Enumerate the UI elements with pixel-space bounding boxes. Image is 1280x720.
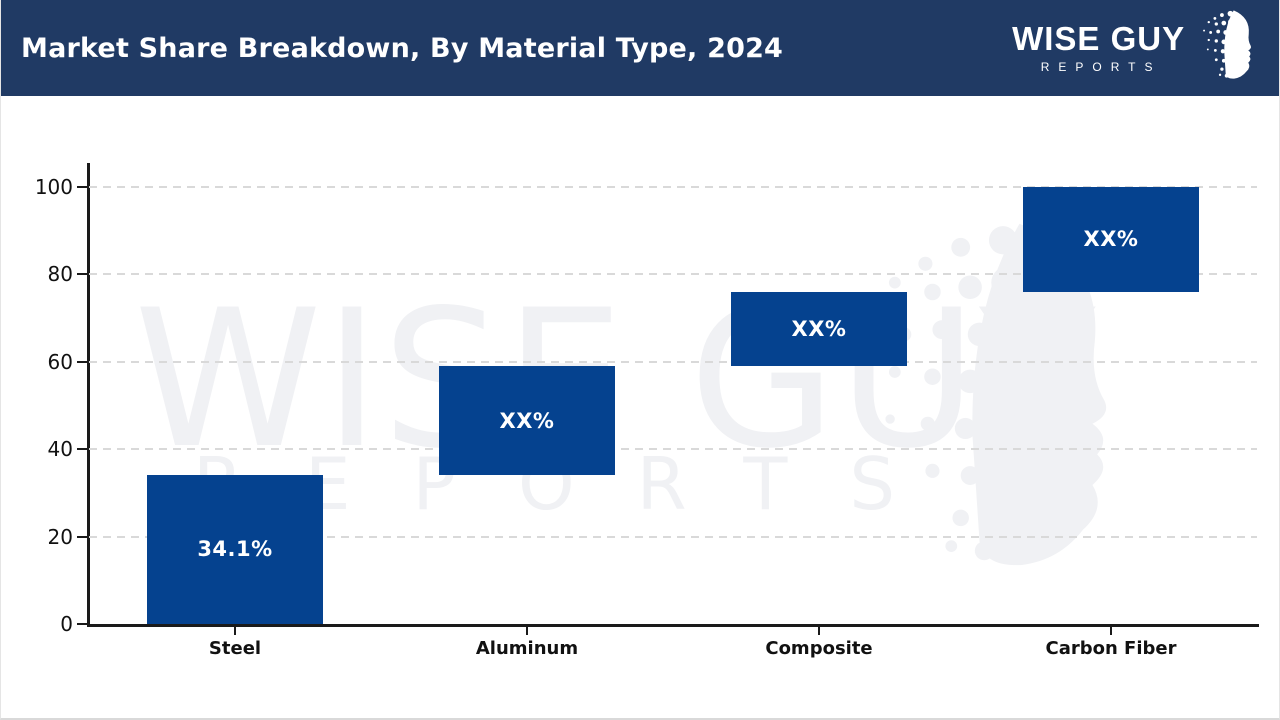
bar-value-label: XX% <box>499 408 555 433</box>
y-tick-label: 100 <box>34 175 73 199</box>
y-gridline <box>89 448 1257 451</box>
x-tick <box>818 627 820 635</box>
y-tick <box>77 623 88 625</box>
bar-value-label: XX% <box>791 317 847 342</box>
bar-composite: XX% <box>731 291 907 367</box>
y-gridline <box>89 535 1257 538</box>
y-tick-label: 20 <box>47 524 73 549</box>
y-gridline <box>89 273 1257 276</box>
y-tick-label: 40 <box>47 437 73 462</box>
y-tick <box>77 273 88 276</box>
logo-face-icon <box>1203 10 1252 79</box>
brand-logo-text: WISE GUY REPORTS <box>1012 22 1185 74</box>
x-tick-label: Carbon Fiber <box>1045 638 1177 659</box>
page-title: Market Share Breakdown, By Material Type… <box>21 32 784 64</box>
y-tick-label: 0 <box>60 612 73 636</box>
y-tick <box>77 360 88 363</box>
x-tick-label: Aluminum <box>475 638 579 659</box>
x-axis-line <box>87 624 1259 627</box>
x-tick <box>526 627 528 635</box>
y-tick-label: 80 <box>47 262 73 287</box>
bar-value-label: XX% <box>1083 227 1139 252</box>
y-tick <box>77 186 88 188</box>
y-tick-label: 60 <box>47 349 73 374</box>
brand-logo: WISE GUY REPORTS <box>1012 8 1255 88</box>
x-tick <box>234 627 236 635</box>
logo-subtitle: REPORTS <box>1040 60 1162 74</box>
x-tick-label: Steel <box>208 638 262 659</box>
bar-aluminum: XX% <box>439 366 615 475</box>
x-tick-label: Composite <box>765 638 873 659</box>
logo-wordmark: WISE GUY <box>1012 20 1186 57</box>
y-gridline <box>89 360 1257 363</box>
x-tick <box>1110 627 1112 635</box>
y-tick <box>77 448 88 451</box>
y-axis-line <box>87 163 90 627</box>
header-bar: Market Share Breakdown, By Material Type… <box>1 0 1279 96</box>
bar-value-label: 34.1% <box>197 537 273 562</box>
bar-steel: 34.1% <box>147 474 323 624</box>
y-gridline <box>89 186 1257 188</box>
bar-carbon-fiber: XX% <box>1023 187 1199 292</box>
y-tick <box>77 535 88 538</box>
